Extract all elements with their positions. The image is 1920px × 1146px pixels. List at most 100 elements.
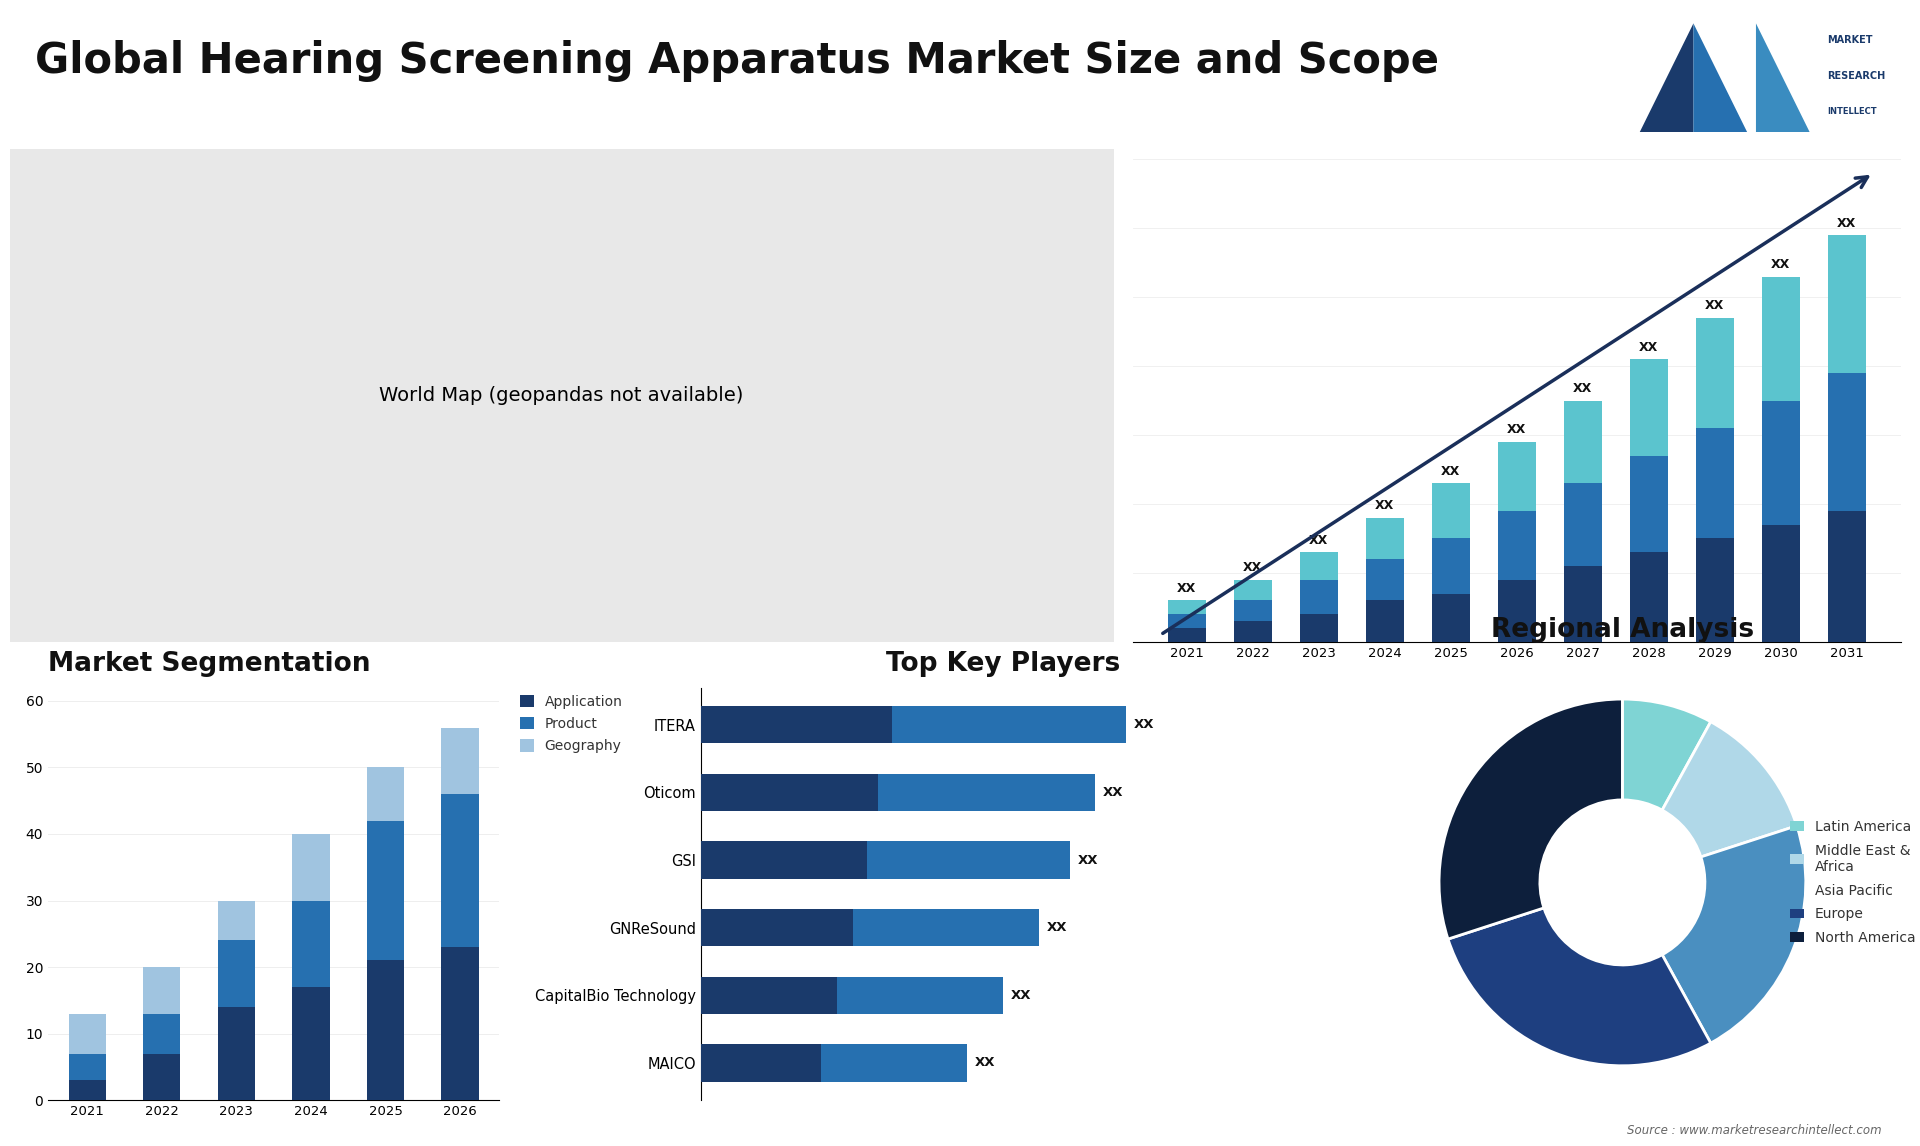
Bar xyxy=(1563,401,1601,484)
Bar xyxy=(1365,601,1404,642)
Bar xyxy=(1300,614,1338,642)
Bar xyxy=(69,1081,106,1100)
Bar xyxy=(442,794,478,947)
Bar xyxy=(69,1053,106,1081)
Text: XX: XX xyxy=(1309,534,1329,547)
Bar xyxy=(1300,552,1338,580)
Text: XX: XX xyxy=(1177,582,1196,595)
Bar xyxy=(1498,580,1536,642)
Bar xyxy=(1432,484,1471,539)
Bar xyxy=(292,901,330,987)
Bar xyxy=(1235,580,1271,601)
Text: XX: XX xyxy=(1012,989,1031,1002)
Bar xyxy=(1498,442,1536,511)
Bar xyxy=(701,1044,968,1082)
Text: XX: XX xyxy=(1244,562,1263,574)
Wedge shape xyxy=(1663,722,1797,857)
Bar xyxy=(1828,235,1866,372)
Bar xyxy=(1763,276,1799,401)
Bar xyxy=(701,774,877,811)
Wedge shape xyxy=(1663,826,1805,1043)
Text: XX: XX xyxy=(1837,217,1857,229)
Text: XX: XX xyxy=(975,1057,995,1069)
Bar xyxy=(1695,317,1734,429)
Text: XX: XX xyxy=(1442,465,1461,478)
Bar xyxy=(701,706,893,744)
Bar xyxy=(442,728,478,794)
Bar xyxy=(701,706,1127,744)
Text: XX: XX xyxy=(1375,500,1394,512)
Bar xyxy=(1432,594,1471,642)
Bar xyxy=(701,976,1002,1014)
Bar xyxy=(442,947,478,1100)
Text: XX: XX xyxy=(1705,299,1724,313)
Bar xyxy=(1630,359,1668,456)
Bar xyxy=(1300,580,1338,614)
Bar xyxy=(701,909,1039,947)
Bar xyxy=(367,768,403,821)
Wedge shape xyxy=(1440,699,1622,939)
FancyBboxPatch shape xyxy=(0,125,1146,667)
Bar xyxy=(1695,429,1734,539)
Text: XX: XX xyxy=(1104,786,1123,799)
Legend: Application, Product, Geography: Application, Product, Geography xyxy=(520,694,622,753)
Bar xyxy=(217,941,255,1007)
Bar xyxy=(1432,539,1471,594)
Bar xyxy=(367,960,403,1100)
Bar xyxy=(1563,566,1601,642)
Bar xyxy=(1630,456,1668,552)
Bar xyxy=(144,1014,180,1053)
Text: XX: XX xyxy=(1507,423,1526,437)
Text: Market Segmentation: Market Segmentation xyxy=(48,651,371,677)
Wedge shape xyxy=(1622,699,1711,810)
Bar xyxy=(701,1044,820,1082)
Bar xyxy=(1365,559,1404,601)
Bar xyxy=(1763,401,1799,525)
Bar xyxy=(217,901,255,941)
Text: XX: XX xyxy=(1640,340,1659,354)
Bar xyxy=(144,1053,180,1100)
Bar xyxy=(1235,621,1271,642)
Bar xyxy=(701,976,837,1014)
Bar xyxy=(1763,525,1799,642)
Text: Global Hearing Screening Apparatus Market Size and Scope: Global Hearing Screening Apparatus Marke… xyxy=(35,40,1438,83)
Bar xyxy=(144,967,180,1014)
Text: RESEARCH: RESEARCH xyxy=(1828,71,1885,81)
Text: XX: XX xyxy=(1572,382,1592,395)
Polygon shape xyxy=(1693,23,1757,150)
Bar xyxy=(217,1007,255,1100)
Title: Regional Analysis: Regional Analysis xyxy=(1490,617,1755,643)
Polygon shape xyxy=(1757,23,1818,150)
Bar xyxy=(69,1014,106,1053)
Bar xyxy=(701,774,1096,811)
Bar xyxy=(1167,628,1206,642)
Text: XX: XX xyxy=(1135,719,1154,731)
Bar xyxy=(292,834,330,901)
Bar xyxy=(1630,552,1668,642)
Text: XX: XX xyxy=(1770,258,1789,270)
Text: World Map (geopandas not available): World Map (geopandas not available) xyxy=(380,386,743,405)
Bar xyxy=(701,909,852,947)
Text: XX: XX xyxy=(1046,921,1068,934)
Bar xyxy=(1235,601,1271,621)
Bar xyxy=(292,987,330,1100)
Bar xyxy=(1167,614,1206,628)
Text: INTELLECT: INTELLECT xyxy=(1828,107,1876,116)
Bar xyxy=(1828,372,1866,511)
Bar xyxy=(1498,511,1536,580)
Bar xyxy=(1365,518,1404,559)
Text: MARKET: MARKET xyxy=(1828,36,1872,46)
Legend: Latin America, Middle East &
Africa, Asia Pacific, Europe, North America: Latin America, Middle East & Africa, Asi… xyxy=(1789,819,1916,945)
Bar xyxy=(367,821,403,960)
Bar xyxy=(1828,511,1866,642)
Bar xyxy=(1695,539,1734,642)
Bar xyxy=(1563,484,1601,566)
Bar xyxy=(701,841,1069,879)
Wedge shape xyxy=(1448,908,1711,1066)
Text: Source : www.marketresearchintellect.com: Source : www.marketresearchintellect.com xyxy=(1626,1124,1882,1137)
Polygon shape xyxy=(1630,23,1693,150)
Text: XX: XX xyxy=(1077,854,1098,866)
Bar xyxy=(701,841,866,879)
Bar xyxy=(1167,601,1206,614)
Title: Top Key Players: Top Key Players xyxy=(885,651,1121,677)
